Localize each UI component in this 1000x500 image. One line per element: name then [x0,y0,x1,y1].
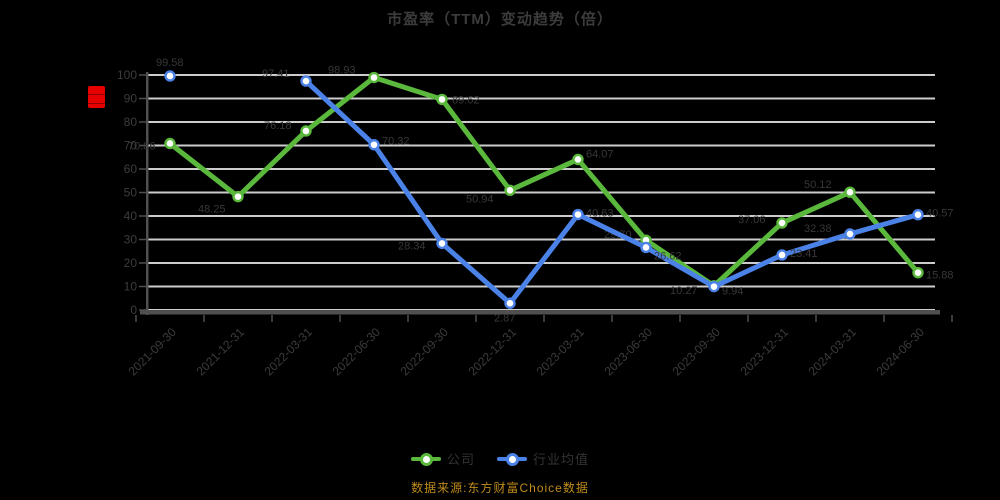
data-point-company[interactable] [844,186,856,198]
x-axis-label: 2021-09-30 [126,325,180,379]
data-point-label: 23.41 [790,248,818,260]
y-axis-label: 100 [117,68,137,82]
data-point-label: 99.58 [156,57,184,69]
y-axis-label: 70 [124,139,138,153]
data-point-company[interactable] [232,190,244,203]
data-point-industry[interactable] [572,208,584,221]
data-point-company[interactable] [436,93,448,106]
data-point-company[interactable] [300,125,312,137]
data-point-label: 40.57 [926,208,954,220]
data-point-industry[interactable] [708,280,720,293]
data-point-label: 50.12 [804,179,832,191]
legend-label-industry-avg: 行业均值 [533,452,590,467]
y-axis-label: 80 [124,115,138,129]
legend-item-company[interactable]: 公司 [410,449,475,468]
data-point-industry[interactable] [300,75,312,87]
data-point-label: 26.62 [654,250,682,262]
series-line-company [167,75,921,289]
data-point-label: 89.62 [452,94,480,106]
data-point-label: 98.93 [328,65,356,77]
data-point-label: 32.38 [804,223,832,235]
line-chart-plot: 0 10 20 30 40 50 60 70 80 90 100 2021-09-30 2021-12-… [117,57,954,379]
data-point-label: 70.32 [382,136,410,148]
data-point-industry[interactable] [912,208,924,221]
legend: 公司 行业均值 [0,449,1000,468]
data-point-label: 70.86 [128,140,156,152]
data-point-company[interactable] [776,217,788,229]
data-point-industry[interactable] [164,70,176,82]
data-point-industry[interactable] [436,237,448,250]
data-point-industry[interactable] [844,228,856,240]
data-point-label: 64.07 [586,148,614,160]
x-axis-label: 2023-12-31 [738,325,792,379]
data-point-label: 15.88 [926,270,954,282]
data-point-company[interactable] [572,153,584,166]
data-point-industry[interactable] [776,249,788,261]
legend-item-industry-avg[interactable]: 行业均值 [497,449,589,468]
data-point-company[interactable] [368,71,380,84]
red-glyph-marker [88,86,105,108]
y-axis-label: 20 [124,256,138,270]
data-point-label: 48.25 [198,204,226,216]
x-axis-label: 2022-06-30 [330,325,384,379]
x-axis-label: 2023-06-30 [602,325,656,379]
data-point-label: 9.94 [722,286,743,298]
y-axis-label: 40 [124,209,138,223]
data-point-industry[interactable] [504,297,516,309]
x-axis-label: 2022-12-31 [466,325,520,379]
y-axis-label: 60 [124,162,138,176]
y-axis-line [146,72,149,315]
data-point-label: 2.87 [494,312,515,324]
y-axis-label: 30 [124,233,138,247]
data-source-watermark: 数据来源:东方财富Choice数据 [411,481,589,495]
data-point-label: 97.41 [262,68,290,80]
chart-title: 市盈率（TTM）变动趋势（倍） [387,11,613,28]
company-line-marker-icon [410,452,441,466]
y-axis-label: 0 [130,303,137,317]
y-axis-label: 90 [124,92,138,106]
data-point-company[interactable] [164,137,176,150]
data-point-label: 28.34 [398,240,426,252]
legend-label-company: 公司 [446,452,475,467]
x-axis-label: 2021-12-31 [194,325,248,379]
data-point-label: 76.18 [264,120,292,132]
x-axis-label: 2022-03-31 [262,325,316,379]
data-point-label: 10.27 [670,285,698,297]
x-axis-label: 2023-03-31 [534,325,588,379]
data-point-label: 40.63 [586,208,614,220]
y-axis-label: 10 [124,280,138,294]
data-point-label: 37.06 [738,214,766,226]
data-point-industry[interactable] [640,241,652,254]
x-axis-label: 2024-03-31 [806,325,860,379]
data-point-label: 50.94 [466,193,494,205]
y-axis-label: 50 [124,186,138,200]
x-axis-line [140,310,940,315]
x-axis-label: 2023-09-30 [670,325,724,379]
data-point-company[interactable] [504,184,516,196]
industry-line-marker-icon [497,452,527,466]
x-axis-label: 2024-06-30 [874,325,928,379]
data-point-company[interactable] [912,266,924,279]
series-line-industry [303,78,921,306]
x-axis-label: 2022-09-30 [398,325,452,379]
data-point-industry[interactable] [368,139,380,151]
